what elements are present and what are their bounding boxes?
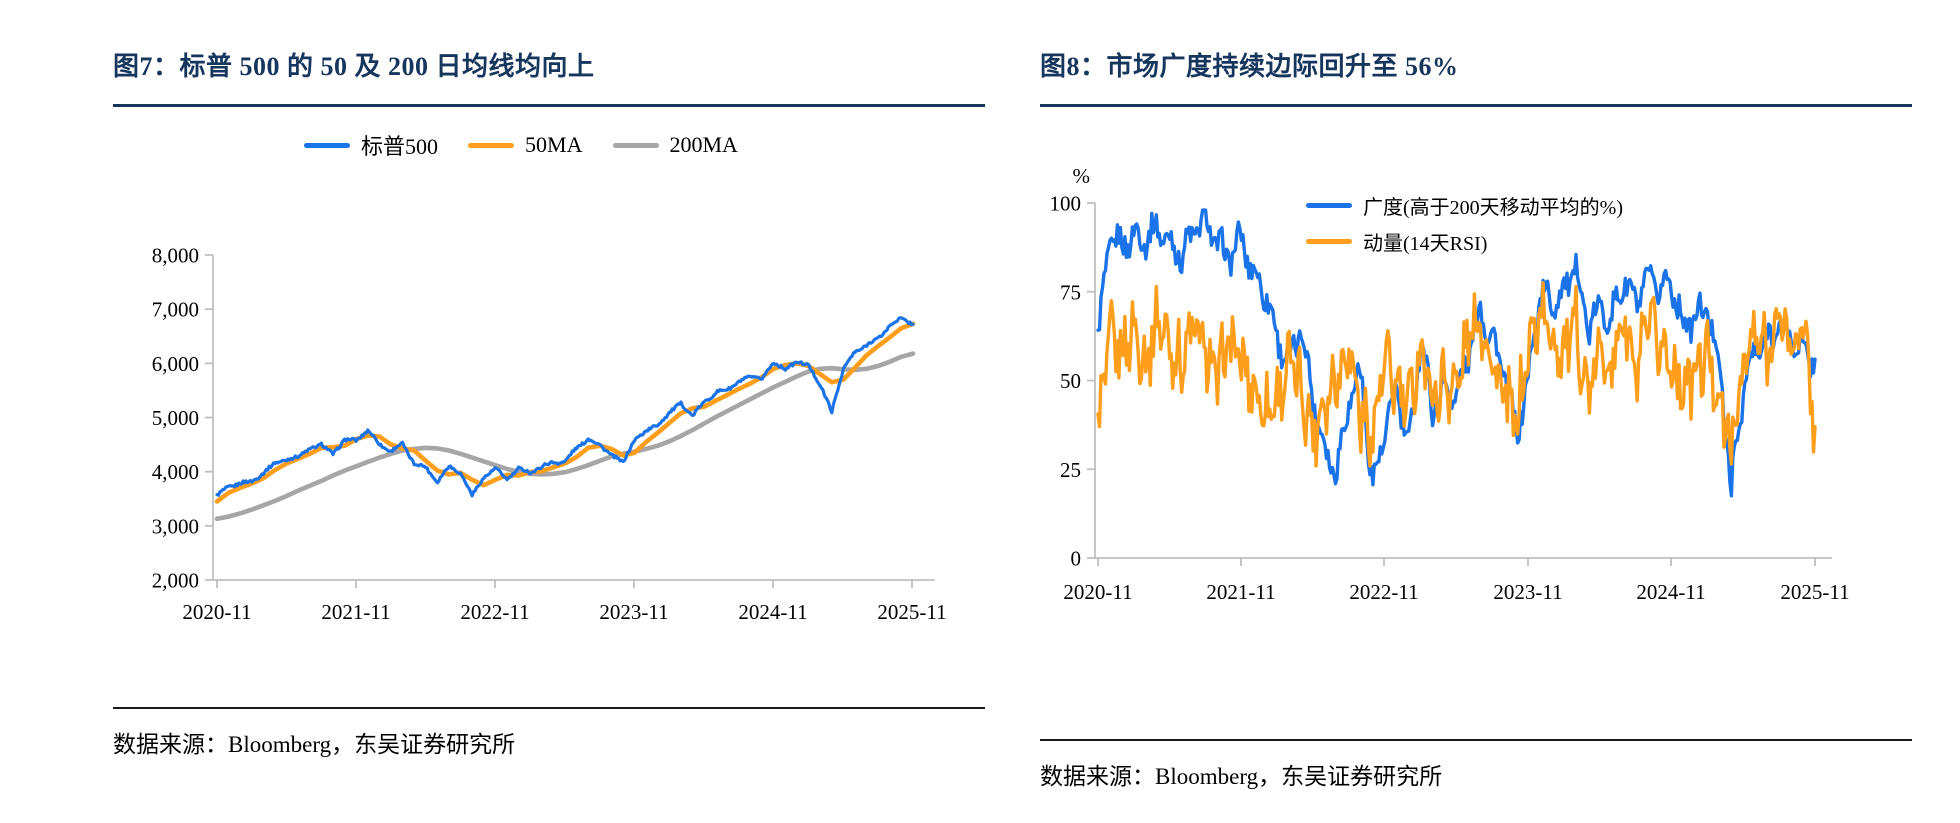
figure-7-footer: 数据来源：Bloomberg，东吴证券研究所 <box>113 707 985 759</box>
market-breadth-momentum-chart: 0 25 50 75 100 2020-11 2021-11 2022-11 2023-11 20… <box>1050 164 1850 604</box>
figure-7-title-underline <box>113 104 985 107</box>
figure-8-source-note: 数据来源：Bloomberg，东吴证券研究所 <box>1040 764 1443 789</box>
figure-7-chart-area: 标普500 50MA 200MA 2,000 3,000 4,000 5,000 6,000… <box>113 129 985 707</box>
figure-7-legend: 标普500 50MA 200MA <box>85 129 957 161</box>
legend-label: 200MA <box>669 132 738 157</box>
y-tick-label: 100 <box>1050 192 1082 216</box>
y-tick-label: 8,000 <box>152 244 199 268</box>
y-tick-label: 4,000 <box>152 460 199 484</box>
x-tick-label: 2021-11 <box>321 600 390 624</box>
x-tick-label: 2021-11 <box>1206 580 1275 604</box>
legend-line-swatch <box>304 142 351 148</box>
y-tick-label: 6,000 <box>152 352 199 376</box>
x-tick-label: 2022-11 <box>1349 580 1418 604</box>
y-tick-label: 3,000 <box>152 514 199 538</box>
x-tick-label: 2024-11 <box>1636 580 1705 604</box>
y-axis-unit-label: % <box>1073 164 1091 188</box>
x-tick-label: 2023-11 <box>1493 580 1562 604</box>
sp500-moving-averages-chart: 2,000 3,000 4,000 5,000 6,000 7,000 8,000 2020-… <box>152 244 947 625</box>
y-tick-label: 25 <box>1060 458 1081 482</box>
legend-item: 动量(14天RSI) <box>1306 227 1623 256</box>
legend-label: 50MA <box>525 132 583 157</box>
figure-7-panel: 图7：标普 500 的 50 及 200 日均线均向上 标普500 50MA 200… <box>113 50 985 791</box>
legend-label: 动量(14天RSI) <box>1363 233 1488 255</box>
x-tick-label: 2020-11 <box>1063 580 1132 604</box>
legend-line-swatch <box>612 142 659 148</box>
legend-line-swatch <box>468 142 515 148</box>
series-line-2 <box>214 321 916 504</box>
legend-item: 200MA <box>612 132 738 158</box>
legend-item: 标普500 <box>304 129 438 161</box>
figure-8-source-divider <box>1040 739 1912 741</box>
figure-8-panel: 图8：市场广度持续边际回升至 56% 广度(高于200天移动平均的%) 动量(14… <box>1040 50 1912 791</box>
figure-8-title-underline <box>1040 104 1912 107</box>
report-figures-row: 图7：标普 500 的 50 及 200 日均线均向上 标普500 50MA 200… <box>113 50 1912 791</box>
x-tick-label: 2024-11 <box>738 600 807 624</box>
figure-7-title: 图7：标普 500 的 50 及 200 日均线均向上 <box>113 52 595 81</box>
series-line-1 <box>1096 208 1817 498</box>
legend-line-swatch <box>1306 203 1352 208</box>
figure-7-source-divider <box>113 707 985 709</box>
x-tick-label: 2023-11 <box>599 600 668 624</box>
series-line-3 <box>214 351 916 522</box>
legend-line-swatch <box>1306 239 1352 244</box>
x-tick-label: 2022-11 <box>460 600 529 624</box>
figure-7-source-note: 数据来源：Bloomberg，东吴证券研究所 <box>113 732 516 757</box>
x-tick-label: 2025-11 <box>877 600 946 624</box>
legend-label: 广度(高于200天移动平均的%) <box>1363 197 1623 219</box>
series-line-1 <box>215 316 915 498</box>
y-tick-label: 75 <box>1060 280 1081 304</box>
figure-8-footer: 数据来源：Bloomberg，东吴证券研究所 <box>1040 739 1912 791</box>
legend-label: 标普500 <box>361 134 439 159</box>
x-tick-label: 2025-11 <box>1780 580 1849 604</box>
y-tick-label: 5,000 <box>152 406 199 430</box>
figure-8-chart-area: 广度(高于200天移动平均的%) 动量(14天RSI) 0 25 50 75 100 202… <box>1040 161 1912 739</box>
y-tick-label: 7,000 <box>152 298 199 322</box>
y-tick-label: 0 <box>1071 547 1082 571</box>
figure-8-legend: 广度(高于200天移动平均的%) 动量(14天RSI) <box>1306 191 1623 256</box>
figure-8-title: 图8：市场广度持续边际回升至 56% <box>1040 52 1459 81</box>
y-tick-label: 2,000 <box>152 569 199 593</box>
legend-item: 广度(高于200天移动平均的%) <box>1306 191 1623 220</box>
y-tick-label: 50 <box>1060 369 1081 393</box>
legend-item: 50MA <box>468 132 583 158</box>
x-tick-label: 2020-11 <box>182 600 251 624</box>
series-line-2 <box>1096 281 1817 468</box>
